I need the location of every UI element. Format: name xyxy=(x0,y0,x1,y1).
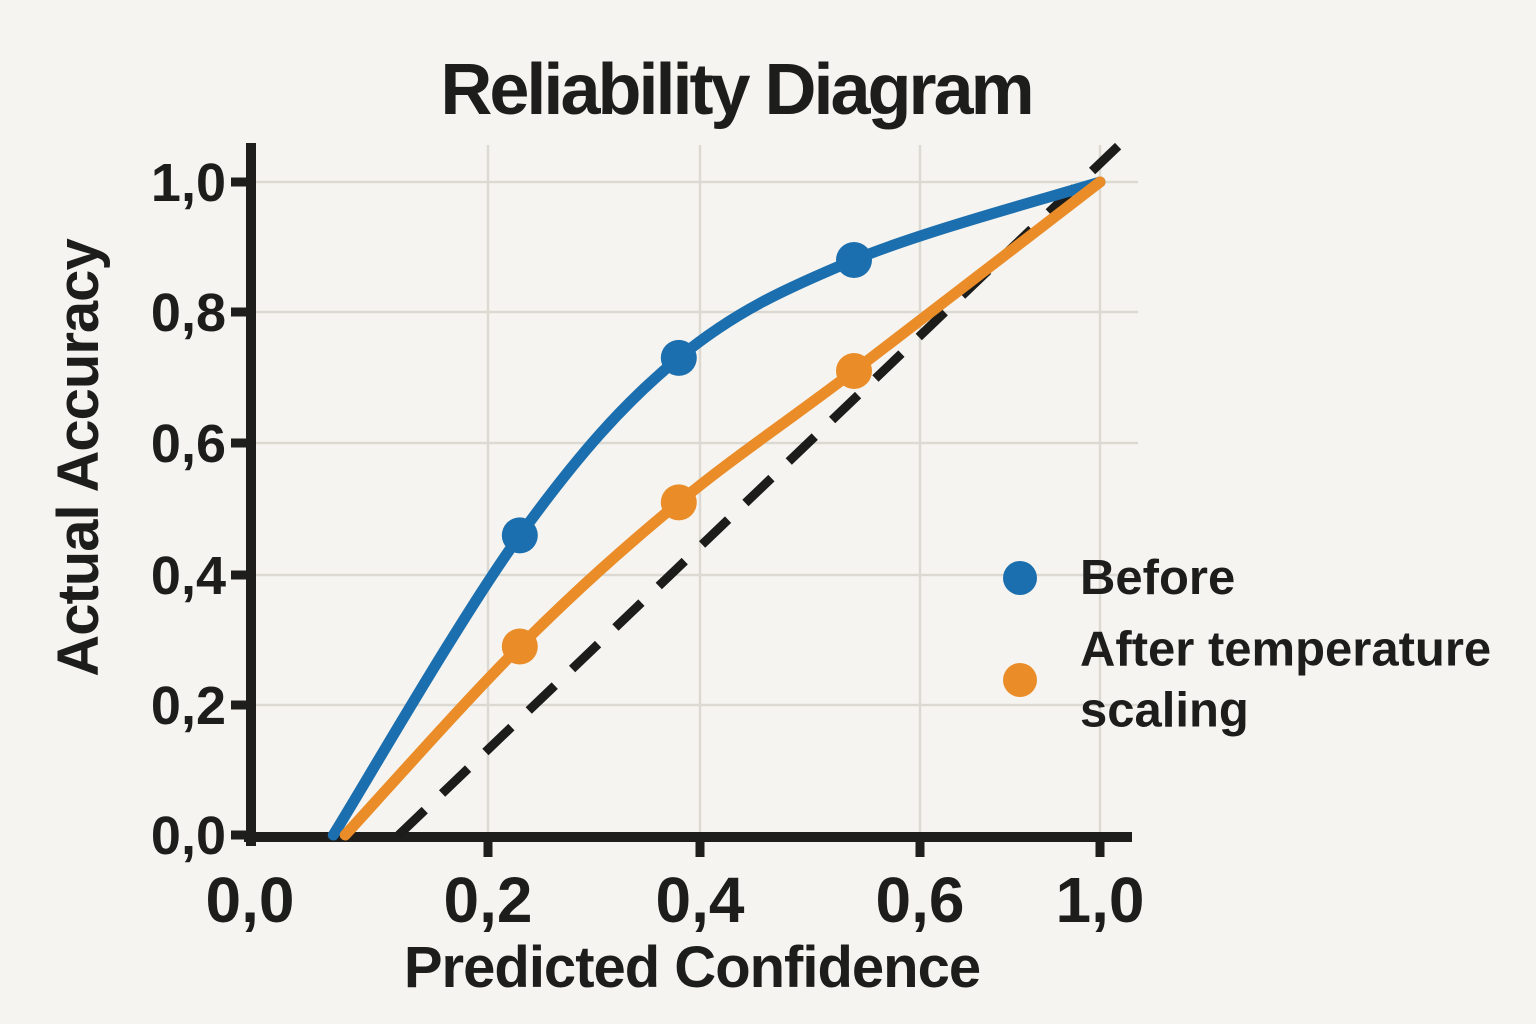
x-tick-label: 0,6 xyxy=(876,864,965,936)
data-point-marker-after-temperature-scaling xyxy=(660,484,697,521)
y-axis-title: Actual Accuracy xyxy=(46,239,111,677)
legend-swatch-before xyxy=(1003,561,1037,595)
y-tick-label: 0,0 xyxy=(151,806,226,866)
data-point-marker-after-temperature-scaling xyxy=(836,352,872,389)
legend-label-after-temperature-scaling: After temperature xyxy=(1080,623,1491,677)
data-point-marker-before xyxy=(836,242,872,278)
y-tick-label: 0,4 xyxy=(151,546,226,606)
x-tick-label: 0,0 xyxy=(206,864,295,936)
y-tick-label: 0,2 xyxy=(151,676,226,736)
legend-label-before: Before xyxy=(1080,551,1235,605)
legend-label-after-temperature-scaling: scaling xyxy=(1080,684,1249,738)
x-tick-label: 1,0 xyxy=(1056,864,1145,936)
data-point-marker-after-temperature-scaling xyxy=(501,628,538,665)
y-tick-label: 0,6 xyxy=(151,414,226,474)
data-point-marker-before xyxy=(501,517,538,554)
x-tick-label: 0,2 xyxy=(444,864,533,936)
y-tick-label: 1,0 xyxy=(151,153,226,213)
x-axis-title: Predicted Confidence xyxy=(404,935,980,1000)
diagonal-reference-line xyxy=(395,136,1128,839)
data-point-marker-before xyxy=(660,339,697,376)
legend-swatch-after-temperature-scaling xyxy=(1003,663,1037,697)
chart-title: Reliability Diagram xyxy=(440,50,1031,130)
y-tick-label: 0,8 xyxy=(151,283,226,343)
x-tick-label: 0,4 xyxy=(656,864,745,936)
